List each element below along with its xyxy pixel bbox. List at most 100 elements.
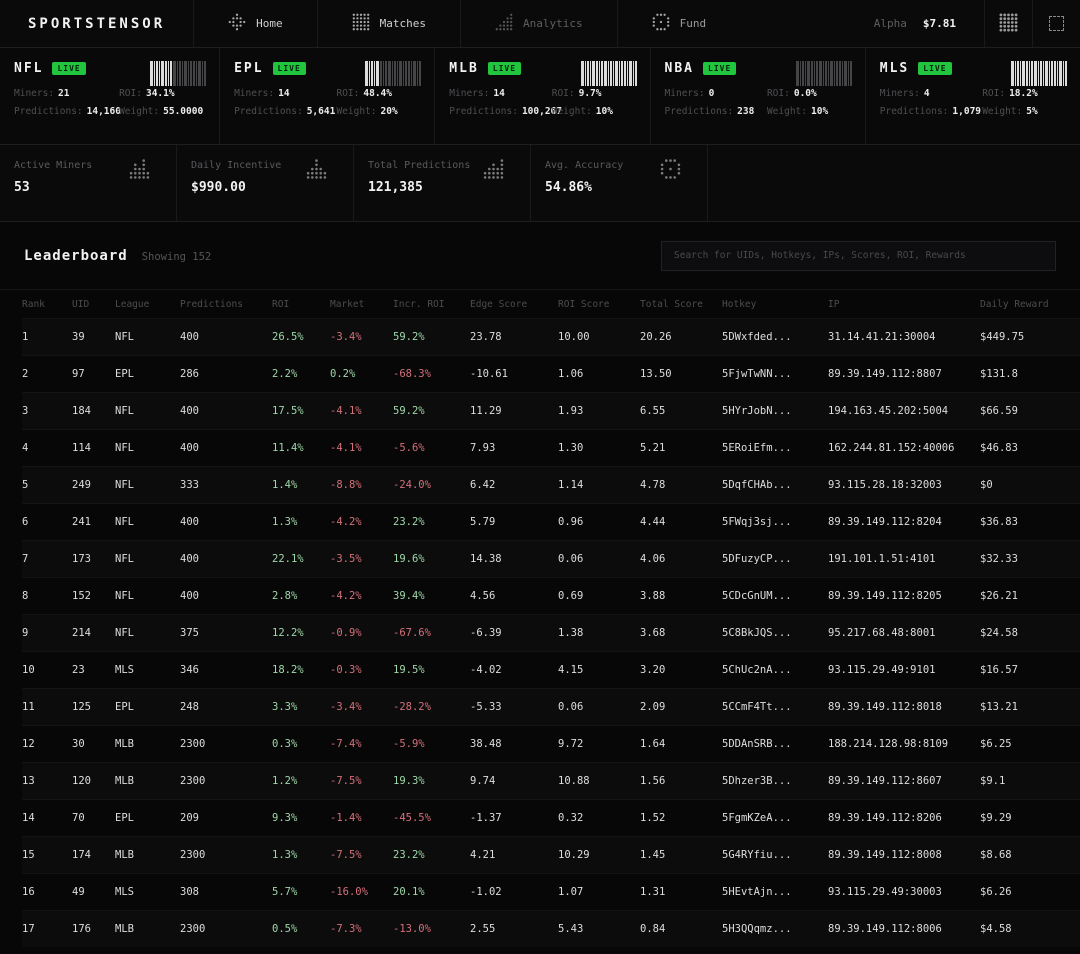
cell-roi-score: 0.32	[558, 812, 584, 824]
stat-value: 4	[923, 88, 930, 99]
cell-daily-reward: $16.57	[980, 664, 1018, 676]
col-header-roi[interactable]: ROI	[272, 298, 290, 310]
nav-item-analytics[interactable]: Analytics	[460, 0, 617, 47]
predictions-stat: Predictions: 14,160	[14, 106, 121, 117]
table-row[interactable]: 1 39 NFL 400 26.5% -3.4% 59.2% 23.78 10.00 20.26 5…	[22, 318, 1080, 355]
table-row[interactable]: 7 173 NFL 400 22.1% -3.5% 19.6% 14.38 0.06 4.06 5D…	[22, 540, 1080, 577]
col-header-incr-roi[interactable]: Incr. ROI	[393, 298, 445, 310]
cell-league: NFL	[115, 442, 134, 454]
sport-card-epl[interactable]: EPL LIVE Miners: 14 ROI: 48.4% Predictions: 5,6…	[219, 48, 434, 144]
live-badge: LIVE	[703, 62, 737, 75]
cell-total-score: 13.50	[640, 368, 672, 380]
cell-ip: 93.115.29.49:30003	[828, 886, 942, 898]
cell-daily-reward: $0	[980, 479, 993, 491]
cell-predictions: 248	[180, 701, 199, 713]
col-header-daily-reward[interactable]: Daily Reward	[980, 298, 1049, 310]
table-row[interactable]: 10 23 MLS 346 18.2% -0.3% 19.5% -4.02 4.15 3.20 5C…	[22, 651, 1080, 688]
cell-ip: 89.39.149.112:8807	[828, 368, 942, 380]
table-header-row: Rank UID League Predictions ROI Market Incr. R…	[22, 290, 1080, 318]
cell-daily-reward: $26.21	[980, 590, 1018, 602]
sport-card-mls[interactable]: MLS LIVE Miners: 4 ROI: 18.2% Predictions: 1,07…	[864, 48, 1080, 144]
cell-roi: 22.1%	[272, 553, 304, 565]
sport-card-header: MLS LIVE	[880, 61, 1066, 76]
sport-card-stats: Miners: 21 ROI: 34.1% Predictions: 14,160 Weig…	[14, 88, 205, 117]
predictions-stat: Predictions: 5,641	[234, 106, 336, 117]
table-row[interactable]: 13 120 MLB 2300 1.2% -7.5% 19.3% 9.74 10.88 1.56 5…	[22, 762, 1080, 799]
sport-card-mlb[interactable]: MLB LIVE Miners: 14 ROI: 9.7% Predictions: 100,…	[434, 48, 649, 144]
live-badge: LIVE	[272, 62, 306, 75]
nav-item-matches[interactable]: Matches	[316, 0, 460, 47]
cell-edge-score: -10.61	[470, 368, 508, 380]
analytics-icon	[495, 13, 513, 34]
col-header-ip[interactable]: IP	[828, 298, 840, 310]
cell-uid: 249	[72, 479, 91, 491]
stat-label: Predictions:	[879, 106, 949, 117]
sport-card-nba[interactable]: NBA LIVE Miners: 0 ROI: 0.0% Predictions: 238 We…	[649, 48, 865, 144]
table-row[interactable]: 9 214 NFL 375 12.2% -0.9% -67.6% -6.39 1.38 3.68 5…	[22, 614, 1080, 651]
cell-daily-reward: $46.83	[980, 442, 1018, 454]
table-row[interactable]: 14 70 EPL 209 9.3% -1.4% -45.5% -1.37 0.32 1.52 5F…	[22, 799, 1080, 836]
cell-predictions: 2300	[180, 738, 206, 750]
weight-stat: Weight: 10%	[767, 106, 851, 117]
cell-hotkey: 5Dhzer3B...	[722, 775, 792, 787]
cell-uid: 23	[72, 664, 85, 676]
cell-market: -4.1%	[330, 405, 362, 417]
cell-daily-reward: $4.58	[980, 923, 1012, 935]
top-nav: SPORTSTENSOR Home Matches Analytics Fund Al…	[0, 0, 1080, 48]
col-header-predictions[interactable]: Predictions	[180, 298, 243, 310]
cell-ip: 194.163.45.202:5004	[828, 405, 949, 417]
table-row[interactable]: 15 174 MLB 2300 1.3% -7.5% 23.2% 4.21 10.29 1.45 5…	[22, 836, 1080, 873]
col-header-roi-score[interactable]: ROI Score	[558, 298, 610, 310]
cell-hotkey: 5FjwTwNN...	[722, 368, 792, 380]
sport-card-header: MLB LIVE	[449, 61, 635, 76]
cell-uid: 49	[72, 886, 85, 898]
stat-label: ROI:	[766, 88, 790, 99]
cell-roi-score: 9.72	[558, 738, 584, 750]
table-row[interactable]: 17 176 MLB 2300 0.5% -7.3% -13.0% 2.55 5.43 0.84 5…	[22, 910, 1080, 947]
table-row[interactable]: 11 125 EPL 248 3.3% -3.4% -28.2% -5.33 0.06 2.09 5…	[22, 688, 1080, 725]
grid-icon	[999, 13, 1018, 35]
cell-market: -4.1%	[330, 442, 362, 454]
stat-value: 10%	[595, 106, 613, 117]
table-row[interactable]: 8 152 NFL 400 2.8% -4.2% 39.4% 4.56 0.69 3.88 5CDc…	[22, 577, 1080, 614]
sport-card-nfl[interactable]: NFL LIVE Miners: 21 ROI: 34.1% Predictions: 14,…	[0, 48, 219, 144]
table-row[interactable]: 12 30 MLB 2300 0.3% -7.4% -5.9% 38.48 9.72 1.64 5D…	[22, 725, 1080, 762]
cell-total-score: 1.64	[640, 738, 666, 750]
col-header-rank[interactable]: Rank	[22, 298, 45, 310]
frame-button[interactable]	[1032, 0, 1080, 47]
barcode-graphic	[1011, 61, 1067, 86]
cell-hotkey: 5HEvtAjn...	[722, 886, 792, 898]
roi-stat: ROI: 34.1%	[119, 88, 205, 99]
col-header-uid[interactable]: UID	[72, 298, 90, 310]
cell-league: MLB	[115, 923, 134, 935]
stat-cell-label: Daily Incentive	[191, 160, 282, 171]
cell-roi-score: 0.06	[558, 701, 584, 713]
table-row[interactable]: 6 241 NFL 400 1.3% -4.2% 23.2% 5.79 0.96 4.44 5FWq…	[22, 503, 1080, 540]
cell-uid: 176	[72, 923, 91, 935]
cell-uid: 39	[72, 331, 85, 343]
stat-cell-label: Active Miners	[14, 160, 93, 171]
table-row[interactable]: 2 97 EPL 286 2.2% 0.2% -68.3% -10.61 1.06 13.50 5F…	[22, 355, 1080, 392]
cell-market: -0.9%	[330, 627, 362, 639]
table-row[interactable]: 5 249 NFL 333 1.4% -8.8% -24.0% 6.42 1.14 4.78 5Dq…	[22, 466, 1080, 503]
nav-item-fund[interactable]: Fund	[616, 0, 741, 47]
table-row[interactable]: 3 184 NFL 400 17.5% -4.1% 59.2% 11.29 1.93 6.55 5H…	[22, 392, 1080, 429]
nav-item-home[interactable]: Home	[193, 0, 317, 47]
col-header-league[interactable]: League	[115, 298, 150, 310]
cell-total-score: 4.44	[640, 516, 666, 528]
col-header-hotkey[interactable]: Hotkey	[722, 298, 757, 310]
search-input[interactable]	[661, 240, 1056, 271]
cell-total-score: 1.45	[640, 849, 666, 861]
col-header-total-score[interactable]: Total Score	[640, 298, 703, 310]
table-row[interactable]: 4 114 NFL 400 11.4% -4.1% -5.6% 7.93 1.30 5.21 5ER…	[22, 429, 1080, 466]
grid-menu-button[interactable]	[984, 0, 1032, 47]
cell-hotkey: 5DWxfded...	[722, 331, 792, 343]
cell-ip: 95.217.68.48:8001	[828, 627, 936, 639]
col-header-edge-score[interactable]: Edge Score	[470, 298, 528, 310]
brand-logo[interactable]: SPORTSTENSOR	[28, 15, 166, 32]
col-header-market[interactable]: Market	[330, 298, 365, 310]
cell-uid: 97	[72, 368, 85, 380]
stat-label: Miners:	[234, 88, 275, 99]
table-row[interactable]: 16 49 MLS 308 5.7% -16.0% 20.1% -1.02 1.07 1.31 5H…	[22, 873, 1080, 910]
cell-ip: 191.101.1.51:4101	[828, 553, 936, 565]
